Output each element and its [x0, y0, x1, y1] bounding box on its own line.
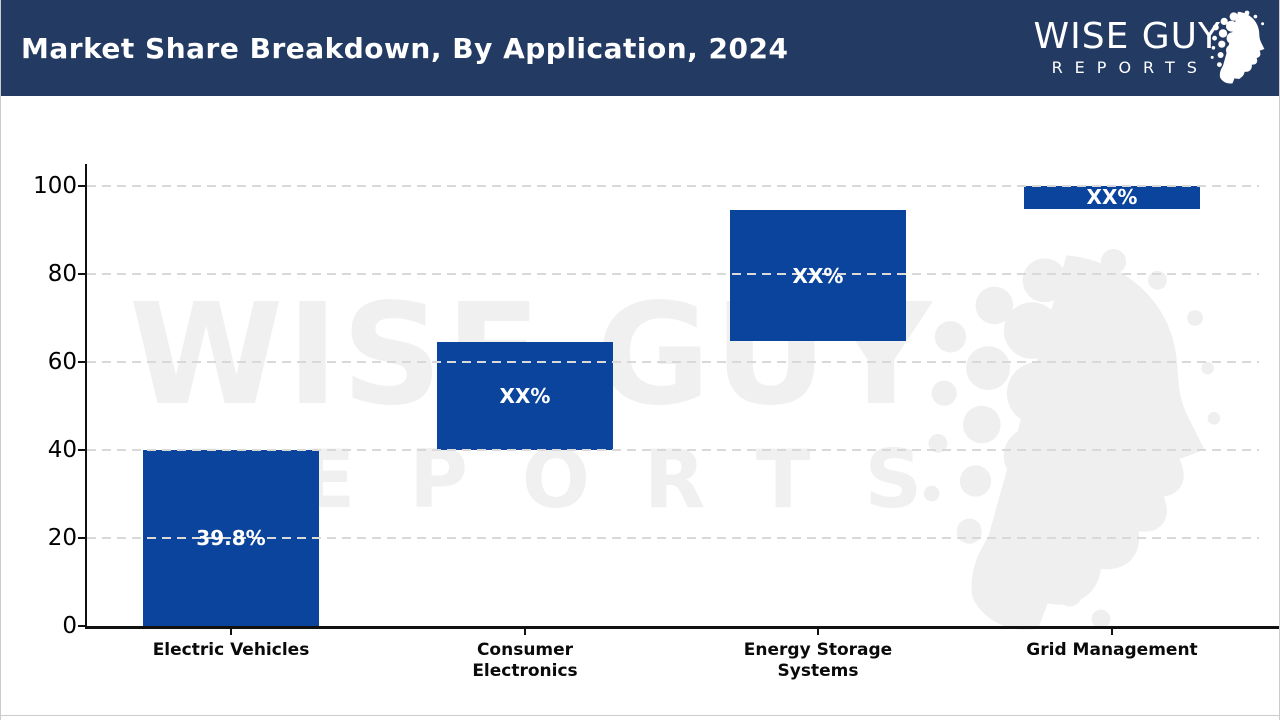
y-tick [78, 449, 86, 451]
bottom-border-line [1, 715, 1279, 716]
y-tick [78, 361, 86, 363]
x-category-label: Energy Storage Systems [743, 640, 893, 681]
bar-consumer-electronics [437, 341, 613, 450]
bar-energy-storage-systems [730, 209, 906, 342]
gridline [87, 537, 1259, 539]
logo-subtitle: REPORTS [1051, 57, 1209, 77]
y-axis-line [85, 164, 87, 628]
x-axis-line [85, 626, 1279, 629]
y-tick-label: 100 [33, 173, 77, 199]
bar-grid-management [1024, 186, 1200, 209]
gridline [87, 361, 1259, 363]
gridline [87, 449, 1259, 451]
x-category-label: Electric Vehicles [152, 640, 310, 660]
x-tick [524, 627, 526, 635]
gridline [87, 273, 1259, 275]
head-watermark [923, 248, 1221, 630]
x-tick [230, 627, 232, 635]
y-tick-label: 80 [47, 261, 77, 287]
y-tick [78, 185, 86, 187]
wiseguy-head-logo-icon [1210, 10, 1265, 84]
page-title: Market Share Breakdown, By Application, … [21, 31, 789, 65]
x-category-label: Grid Management [1026, 640, 1198, 660]
bar-value-label: XX% [1086, 185, 1138, 210]
gridline [87, 185, 1259, 187]
bar-value-label: XX% [792, 263, 844, 288]
y-tick [78, 537, 86, 539]
y-tick [78, 273, 86, 275]
y-tick-label: 40 [47, 437, 77, 463]
x-tick [817, 627, 819, 635]
y-tick-label: 60 [47, 349, 77, 375]
y-tick-label: 20 [47, 525, 77, 551]
x-tick [1111, 627, 1113, 635]
logo-text: WISE GUY REPORTS [1033, 15, 1222, 78]
y-tick [78, 625, 86, 627]
bar-value-label: XX% [499, 383, 551, 408]
logo-wordmark: WISE GUY [1033, 15, 1221, 57]
x-category-label: Consumer Electronics [472, 640, 578, 681]
bar-value-label: 39.8% [196, 526, 266, 550]
wiseguy-logo: WISE GUY REPORTS [1034, 6, 1272, 88]
header-band: Market Share Breakdown, By Application, … [1, 0, 1279, 96]
y-tick-label: 0 [62, 613, 77, 639]
